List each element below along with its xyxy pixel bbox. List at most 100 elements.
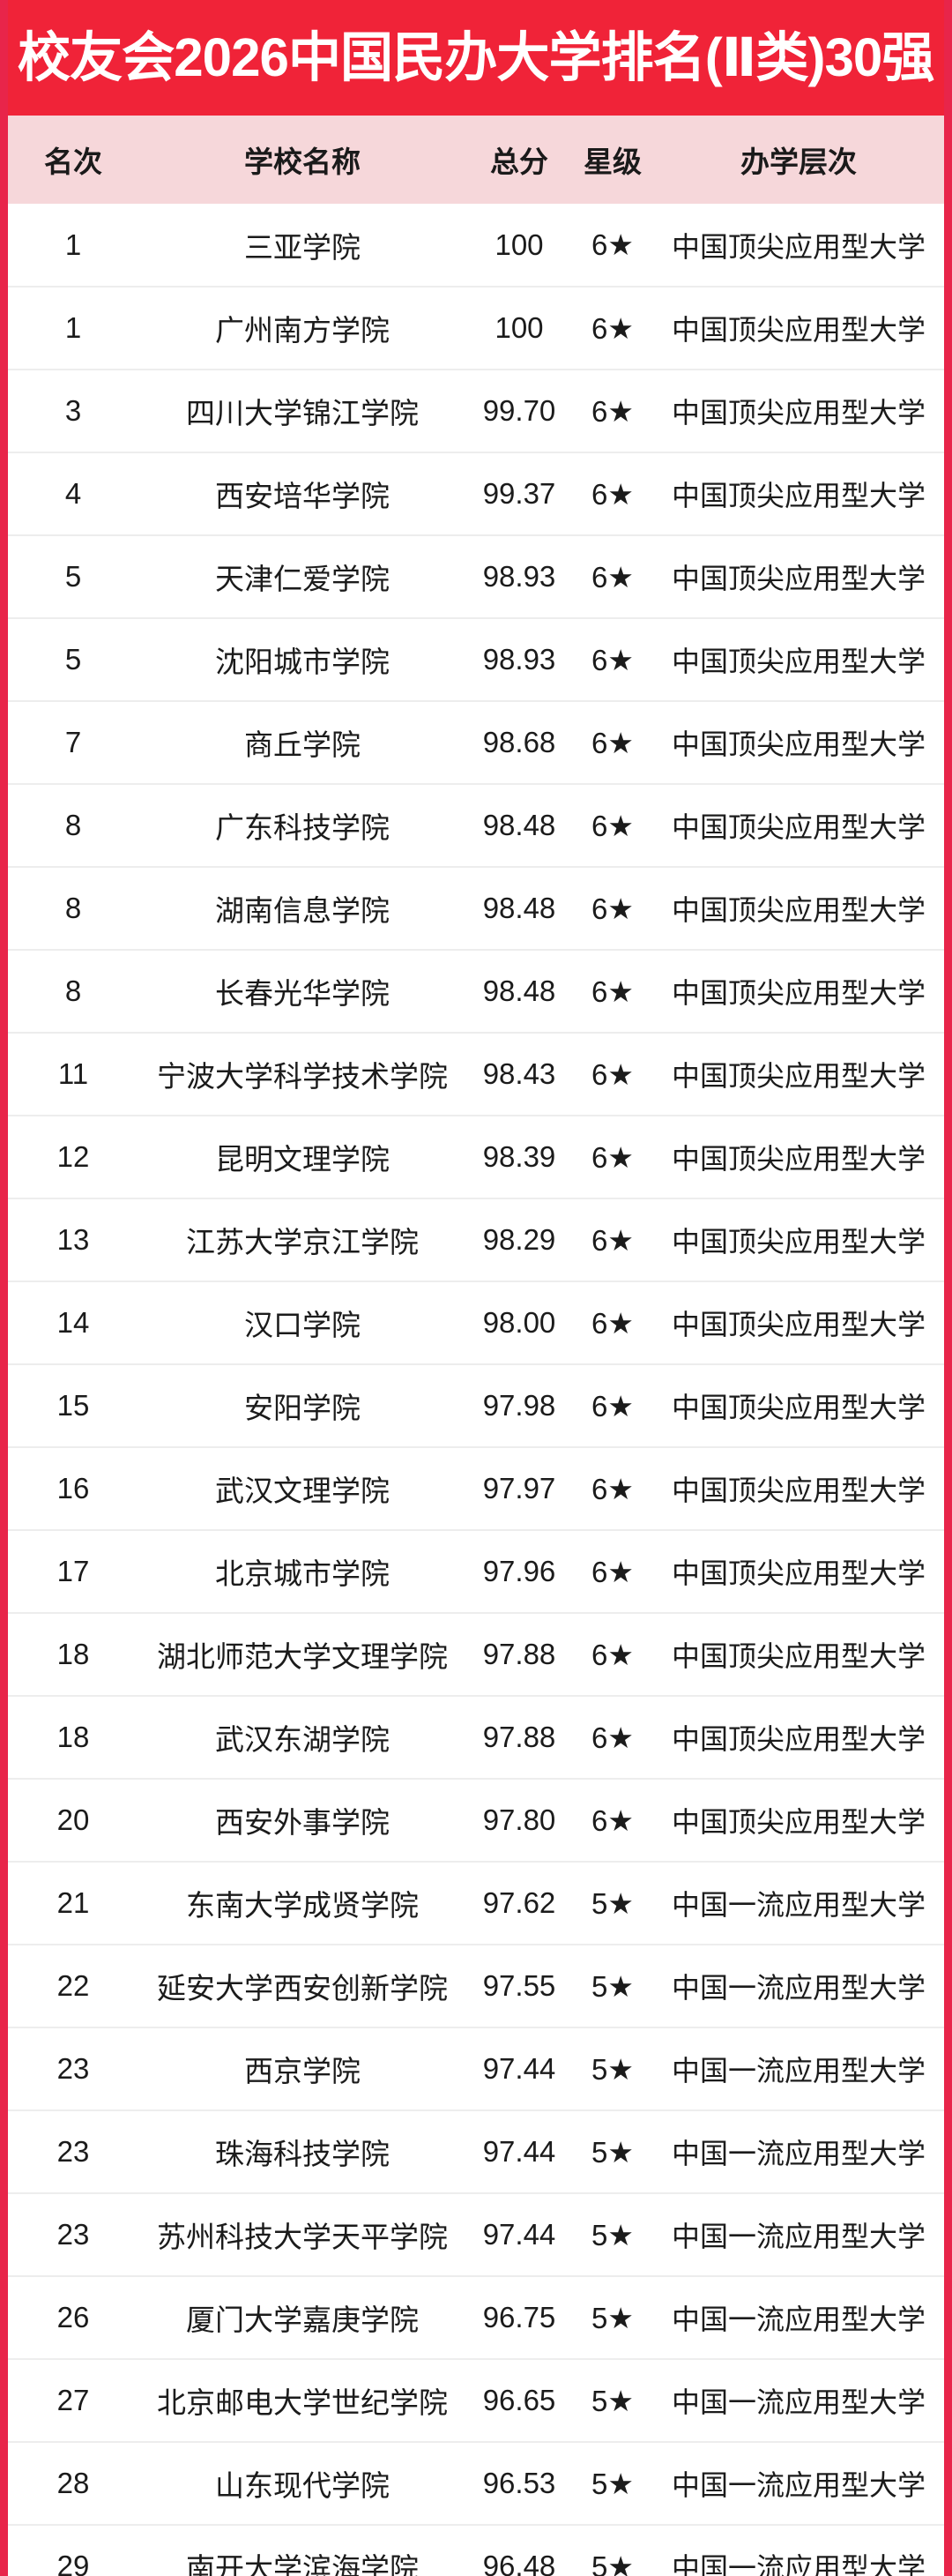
table-row: 29 南开大学滨海学院 96.48 5★ 中国一流应用型大学	[8, 2525, 944, 2576]
cell-star: 5★	[591, 1969, 634, 2003]
cell-star: 6★	[591, 1306, 634, 1340]
cell-rank: 29	[56, 2550, 90, 2576]
cell-score: 97.98	[482, 1389, 556, 1422]
cell-name: 湖南信息学院	[215, 894, 390, 927]
cell-level: 中国一流应用型大学	[671, 2055, 926, 2087]
cell-star: 5★	[591, 2135, 634, 2169]
cell-name: 安阳学院	[244, 1392, 361, 1424]
cell-star: 6★	[591, 477, 634, 511]
table-row: 18 武汉东湖学院 97.88 6★ 中国顶尖应用型大学	[8, 1696, 944, 1779]
cell-level: 中国顶尖应用型大学	[671, 1640, 926, 1672]
cell-rank: 23	[56, 2218, 90, 2251]
ranking-table: 名次 学校名称 总分 星级 办学层次 1 三亚学院 100 6★ 中国顶尖应用型大学 1 广…	[8, 116, 944, 2576]
cell-rank: 23	[56, 2052, 90, 2085]
cell-name: 汉口学院	[244, 1309, 361, 1341]
cell-rank: 12	[56, 1140, 90, 1173]
table-body: 1 三亚学院 100 6★ 中国顶尖应用型大学 1 广州南方学院 100 6★ 中国顶尖应用型大学…	[8, 204, 944, 2576]
cell-level: 中国顶尖应用型大学	[671, 1475, 926, 1506]
cell-star: 6★	[591, 1555, 634, 1588]
cell-level: 中国顶尖应用型大学	[671, 1392, 926, 1423]
table-row: 4 西安培华学院 99.37 6★ 中国顶尖应用型大学	[8, 452, 944, 535]
cell-score: 98.00	[482, 1306, 556, 1339]
cell-level: 中国顶尖应用型大学	[671, 1557, 926, 1589]
cell-star: 5★	[591, 2467, 634, 2500]
table-row: 28 山东现代学院 96.53 5★ 中国一流应用型大学	[8, 2442, 944, 2525]
cell-name: 江苏大学京江学院	[186, 1226, 419, 1258]
cell-score: 97.44	[482, 2218, 556, 2251]
cell-score: 99.70	[482, 394, 556, 427]
cell-star: 6★	[591, 643, 634, 676]
cell-score: 97.62	[482, 1886, 556, 1919]
cell-rank: 18	[56, 1721, 90, 1753]
cell-star: 6★	[591, 726, 634, 759]
cell-name: 厦门大学嘉庚学院	[186, 2303, 419, 2336]
cell-name: 苏州科技大学天平学院	[157, 2221, 448, 2253]
cell-star: 6★	[591, 311, 634, 345]
cell-level: 中国顶尖应用型大学	[671, 1309, 926, 1340]
cell-rank: 14	[56, 1306, 90, 1339]
cell-score: 98.93	[482, 643, 556, 676]
cell-level: 中国一流应用型大学	[671, 2303, 926, 2335]
cell-rank: 3	[64, 394, 82, 427]
cell-rank: 5	[64, 560, 82, 593]
cell-star: 6★	[591, 892, 634, 925]
cell-name: 沈阳城市学院	[215, 646, 390, 678]
cell-score: 96.75	[482, 2301, 556, 2333]
poster-title-bar: 校友会2026中国民办大学排名(Ⅱ类)30强	[8, 0, 944, 116]
cell-star: 5★	[591, 2218, 634, 2251]
table-header-row: 名次 学校名称 总分 星级 办学层次	[8, 116, 944, 204]
cell-name: 西安培华学院	[215, 480, 390, 512]
cell-score: 96.53	[482, 2467, 556, 2499]
table-row: 14 汉口学院 98.00 6★ 中国顶尖应用型大学	[8, 1281, 944, 1364]
cell-star: 5★	[591, 2384, 634, 2417]
cell-star: 6★	[591, 228, 634, 261]
cell-level: 中国顶尖应用型大学	[671, 1723, 926, 1755]
cell-name: 延安大学西安创新学院	[157, 1972, 448, 2005]
cell-star: 6★	[591, 1472, 634, 1505]
table-row: 27 北京邮电大学世纪学院 96.65 5★ 中国一流应用型大学	[8, 2359, 944, 2442]
table-row: 16 武汉文理学院 97.97 6★ 中国顶尖应用型大学	[8, 1447, 944, 1530]
cell-level: 中国顶尖应用型大学	[671, 1806, 926, 1838]
cell-star: 5★	[591, 2052, 634, 2086]
cell-star: 6★	[591, 974, 634, 1008]
table-row: 21 东南大学成贤学院 97.62 5★ 中国一流应用型大学	[8, 1862, 944, 1945]
cell-level: 中国顶尖应用型大学	[671, 480, 926, 511]
table-row: 7 商丘学院 98.68 6★ 中国顶尖应用型大学	[8, 701, 944, 784]
cell-rank: 23	[56, 2135, 90, 2168]
cell-name: 武汉东湖学院	[215, 1723, 390, 1756]
cell-level: 中国一流应用型大学	[671, 1889, 926, 1921]
cell-level: 中国一流应用型大学	[671, 2138, 926, 2169]
cell-rank: 8	[64, 892, 82, 924]
cell-star: 5★	[591, 2550, 634, 2576]
column-header-star: 星级	[584, 146, 642, 178]
table-row: 15 安阳学院 97.98 6★ 中国顶尖应用型大学	[8, 1364, 944, 1447]
cell-score: 98.48	[482, 809, 556, 841]
cell-score: 100	[495, 228, 544, 261]
cell-name: 长春光华学院	[215, 977, 390, 1010]
table-row: 23 西京学院 97.44 5★ 中国一流应用型大学	[8, 2027, 944, 2110]
cell-rank: 5	[64, 643, 82, 676]
cell-rank: 20	[56, 1803, 90, 1836]
cell-name: 武汉文理学院	[215, 1475, 390, 1507]
cell-level: 中国一流应用型大学	[671, 2221, 926, 2252]
cell-rank: 8	[64, 809, 82, 841]
table-row: 8 湖南信息学院 98.48 6★ 中国顶尖应用型大学	[8, 867, 944, 950]
cell-level: 中国顶尖应用型大学	[671, 811, 926, 843]
cell-score: 97.44	[482, 2135, 556, 2168]
cell-rank: 8	[64, 974, 82, 1007]
cell-rank: 7	[64, 726, 82, 758]
cell-level: 中国顶尖应用型大学	[671, 1226, 926, 1258]
cell-rank: 26	[56, 2301, 90, 2333]
cell-level: 中国顶尖应用型大学	[671, 646, 926, 677]
cell-score: 98.93	[482, 560, 556, 593]
cell-score: 97.97	[482, 1472, 556, 1505]
cell-star: 6★	[591, 1638, 634, 1671]
cell-level: 中国顶尖应用型大学	[671, 397, 926, 429]
column-header-rank: 名次	[44, 146, 102, 178]
cell-name: 东南大学成贤学院	[186, 1889, 419, 1922]
cell-name: 广州南方学院	[215, 314, 390, 347]
cell-score: 100	[495, 311, 544, 344]
cell-score: 97.88	[482, 1638, 556, 1670]
cell-star: 6★	[591, 1140, 634, 1174]
